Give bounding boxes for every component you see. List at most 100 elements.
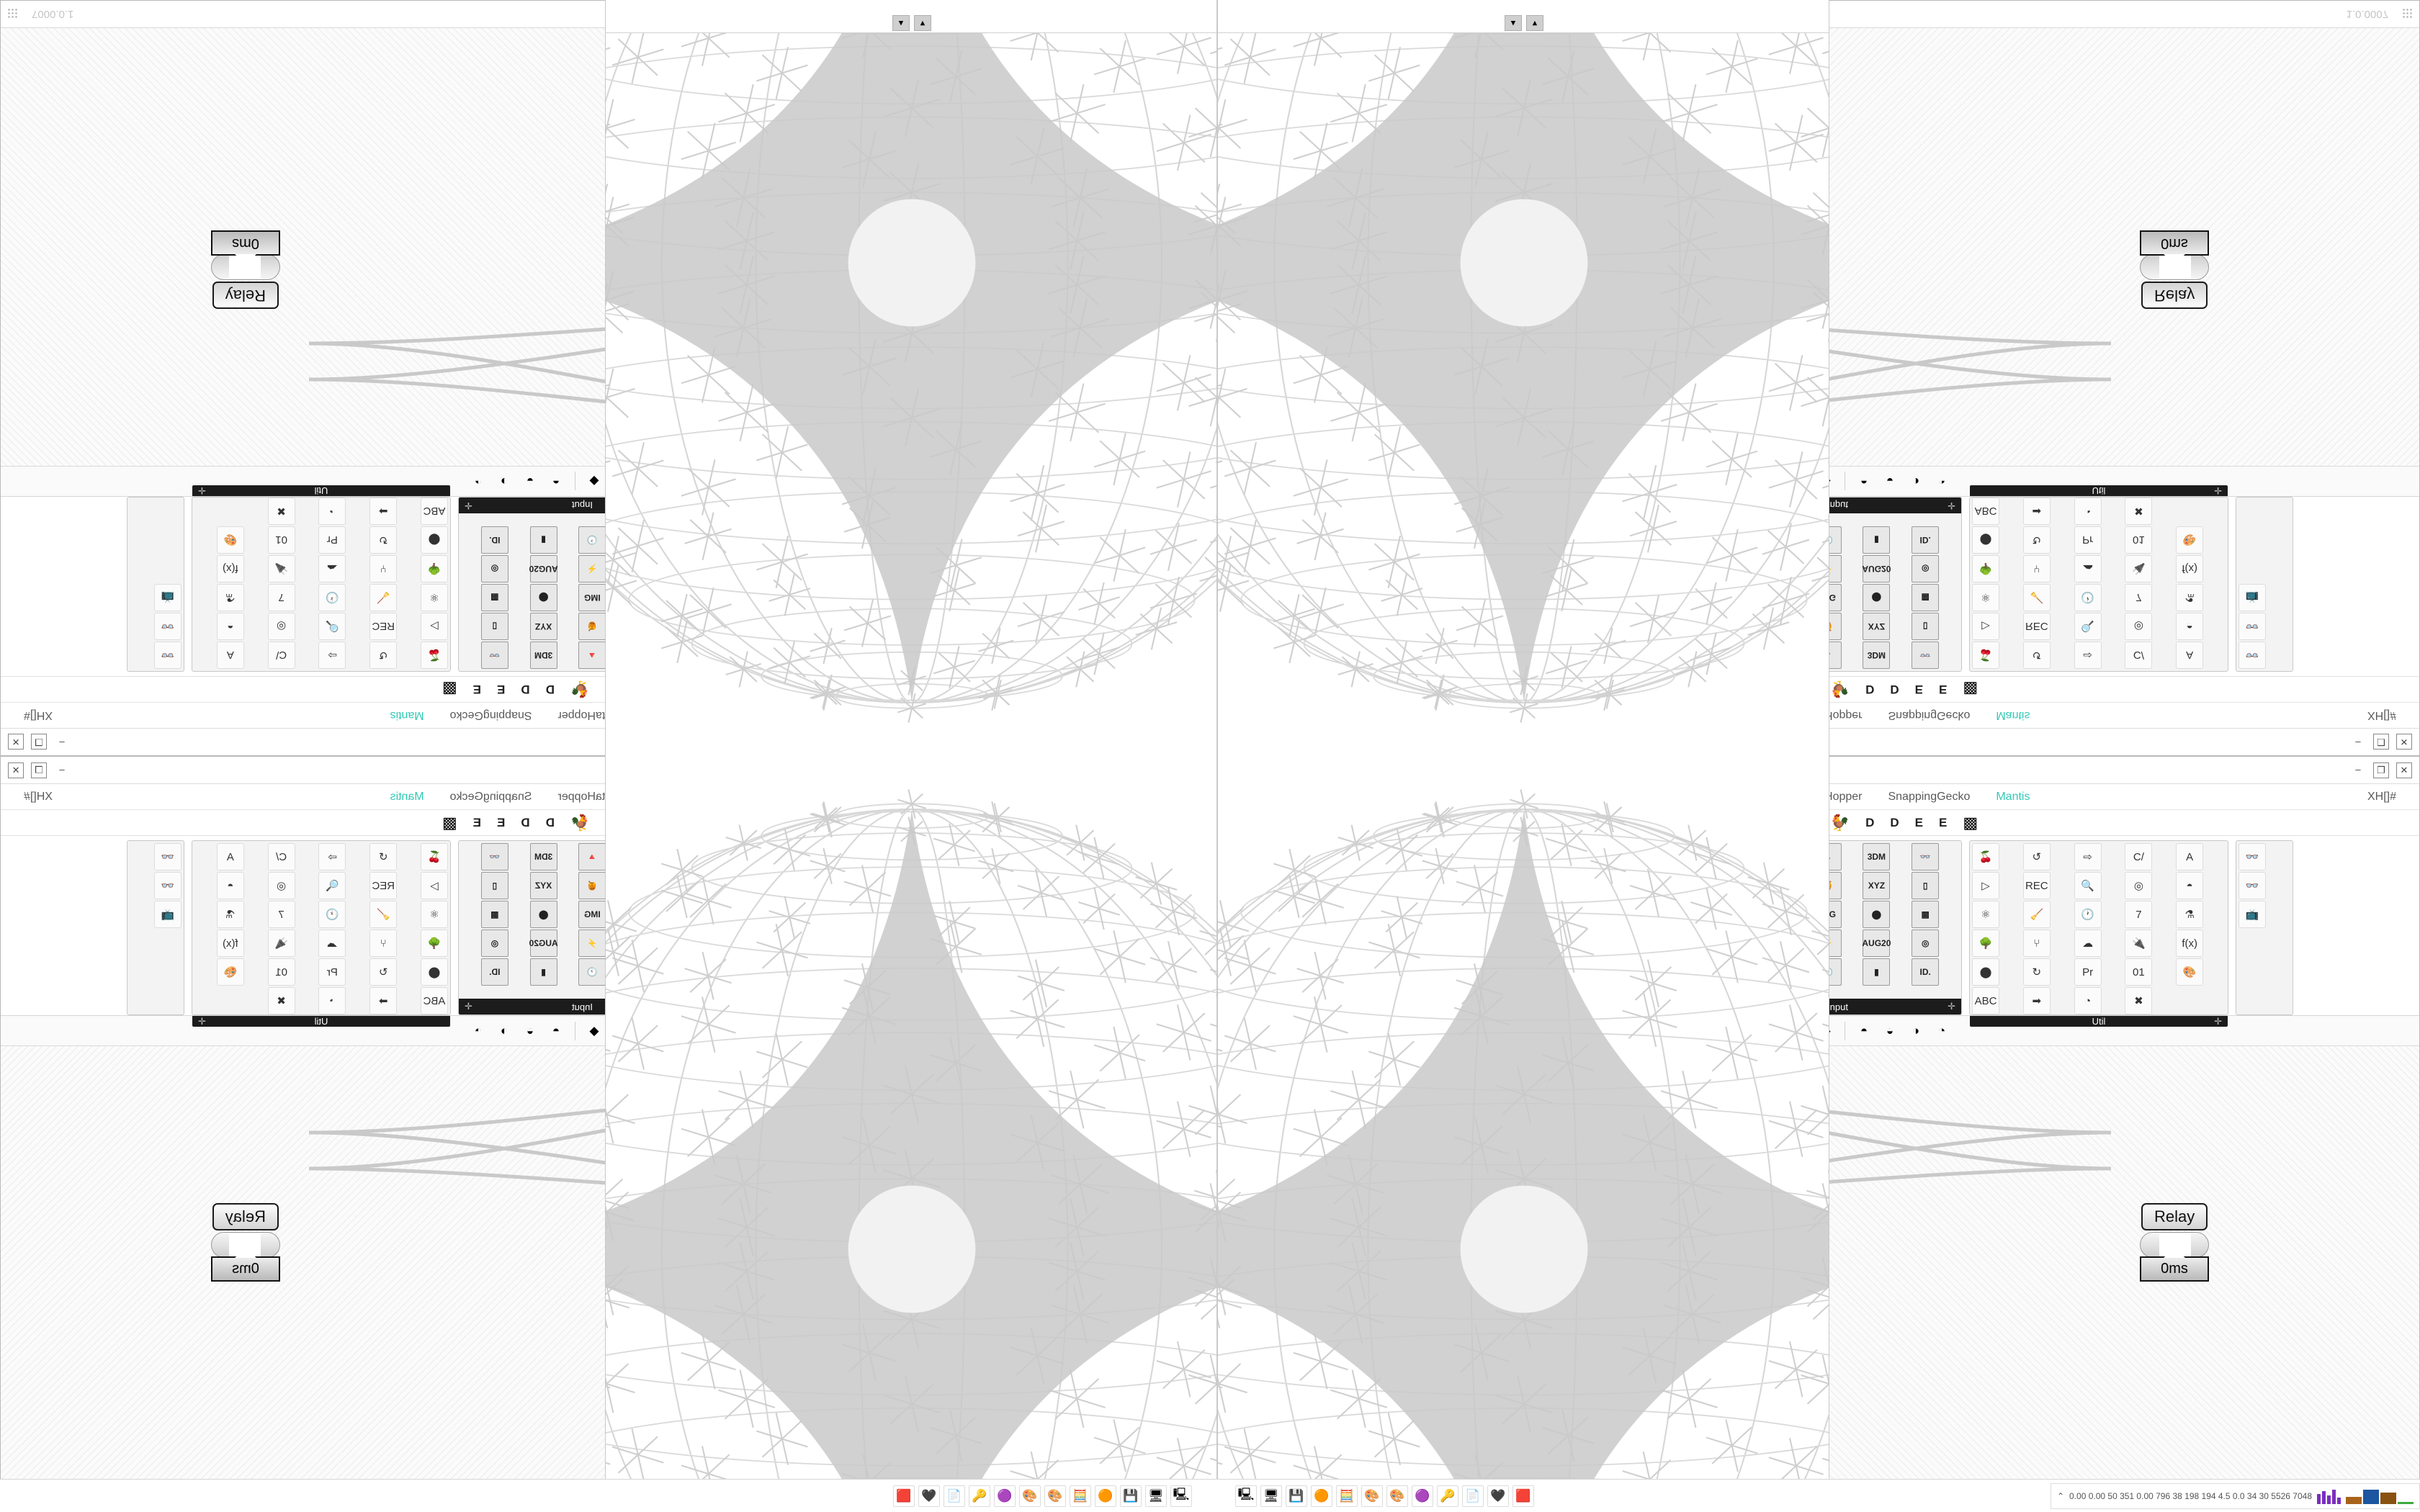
widget-teal-icon[interactable]: ◓ <box>1860 474 1868 489</box>
palette-item-util-8[interactable]: ◎ <box>267 613 295 640</box>
palette-item-util-10[interactable]: ⚛ <box>1972 584 1999 611</box>
palette-item-util-5[interactable]: ▷ <box>421 613 448 640</box>
palette-item-input-4[interactable]: 👓 <box>480 642 508 669</box>
widget-green-icon[interactable]: ◒ <box>526 1023 534 1038</box>
palette-item-input-19[interactable]: ◎ <box>1912 555 1940 582</box>
rhino-viewport-left-bottom[interactable]: Rhino Viewport ✕ ▲ ▼ <box>606 756 1216 1512</box>
palette-item-input-9[interactable]: ▯ <box>1912 613 1940 640</box>
palette-item-util-19[interactable]: f(x) <box>2176 555 2204 582</box>
palette-item-util-2[interactable]: ⇨ <box>318 642 346 669</box>
palette-item-util-15[interactable]: 🌳 <box>421 555 448 582</box>
palette-item-util-9[interactable]: ◓ <box>2176 872 2204 899</box>
palette-item-util-6[interactable]: REC <box>369 872 398 899</box>
palette-item-util-27[interactable]: ◔ <box>2074 498 2102 525</box>
palette-item-input-24[interactable]: ID. <box>480 958 508 986</box>
palette-item-util-14[interactable]: ⚗ <box>216 901 244 928</box>
widget-split-icon[interactable]: ◑ <box>500 474 508 489</box>
tray-chevron-icon-2[interactable]: ⌃ <box>2056 1490 2065 1501</box>
menu-item-mantis[interactable]: Mantis <box>390 709 424 722</box>
palette-item-input-3[interactable]: 3DM <box>529 642 557 669</box>
palette-item-input-13[interactable]: ⬤ <box>529 901 557 928</box>
palette-item-util-11[interactable]: 🧹 <box>369 901 398 928</box>
tab-e2[interactable]: E <box>473 816 481 830</box>
palette-item-util-23[interactable]: 01 <box>267 958 295 986</box>
palette-item-util-1[interactable]: ↺ <box>369 843 398 870</box>
app-calc-icon-3[interactable]: 🧮 <box>1070 1485 1091 1507</box>
palette-item-util-19[interactable]: f(x) <box>216 555 244 582</box>
preview-red-icon[interactable]: ◆ <box>589 1023 599 1038</box>
widget-blue-icon[interactable]: ◔ <box>474 1023 483 1038</box>
palette-item-util-10[interactable]: ⚛ <box>421 901 448 928</box>
gh-relay-node[interactable]: Relay 0ms <box>2140 230 2209 309</box>
palette-item-util-3[interactable]: C/ <box>267 843 295 870</box>
palette-item-input-19[interactable]: ◎ <box>480 555 508 582</box>
palette-item-util-25[interactable]: ABC <box>421 987 448 1014</box>
app-save-icon-4[interactable]: 💾 <box>1286 1485 1307 1507</box>
resize-grip-icon[interactable] <box>2402 9 2412 19</box>
palette-item-util-7[interactable]: 🔍 <box>318 872 346 899</box>
palette-item-input-9[interactable]: ▯ <box>1912 872 1940 899</box>
tab-e1[interactable]: E <box>497 816 505 830</box>
palette-item-util-12[interactable]: 🕐 <box>318 584 346 611</box>
palette-item-util-14[interactable]: ⚗ <box>2176 901 2204 928</box>
gh-relay-caption[interactable]: Relay <box>212 1203 279 1230</box>
widget-blue-icon[interactable]: ◔ <box>1937 474 1946 489</box>
app-firefox-icon-3[interactable]: 🟠 <box>1095 1485 1116 1507</box>
menu-item-mantis[interactable]: Mantis <box>390 790 424 803</box>
app-calc-icon-4[interactable]: 🧮 <box>1336 1485 1358 1507</box>
palette-item-input-23[interactable]: ▮ <box>529 526 557 554</box>
palette-item-util-3[interactable]: C/ <box>2125 642 2153 669</box>
tab-d2[interactable]: D <box>521 816 529 830</box>
palette-item-util-26[interactable]: ➡ <box>369 987 398 1014</box>
palette-item-extra-0[interactable]: 👓 <box>2238 642 2266 669</box>
palette-item-util-1[interactable]: ↺ <box>2022 642 2051 669</box>
palette-item-util-18[interactable]: 🔌 <box>2125 555 2153 582</box>
palette-item-util-7[interactable]: 🔍 <box>318 613 346 640</box>
palette-item-input-14[interactable]: ▩ <box>480 584 508 611</box>
palette-item-util-11[interactable]: 🧹 <box>2022 584 2051 611</box>
palette-item-util-26[interactable]: ➡ <box>2022 987 2051 1014</box>
palette-item-util-13[interactable]: 7 <box>267 901 295 928</box>
app-monitor-icon-4[interactable]: 🖳 <box>1235 1485 1257 1507</box>
gh-relay-node[interactable]: Relay 0ms <box>2140 1203 2209 1282</box>
palette-expand-icon-util[interactable]: ✛ <box>2214 1015 2222 1027</box>
palette-expand-icon-input[interactable]: ✛ <box>1948 1001 1955 1012</box>
app-monitor-icon-3[interactable]: 🖳 <box>1170 1485 1192 1507</box>
palette-item-input-8[interactable]: XYZ <box>1863 613 1891 640</box>
palette-item-util-28[interactable]: ✖ <box>267 987 295 1014</box>
rhino-viewport-right-top[interactable]: Rhino Viewport ✕ ▲ ▼ <box>1218 0 1829 756</box>
palette-item-util-28[interactable]: ✖ <box>2125 987 2153 1014</box>
palette-item-util-21[interactable]: ↻ <box>2022 526 2051 554</box>
palette-item-util-19[interactable]: f(x) <box>2176 930 2204 957</box>
palette-item-util-28[interactable]: ✖ <box>267 498 295 525</box>
palette-item-util-24[interactable]: 🎨 <box>216 958 244 986</box>
palette-item-extra-2[interactable]: 📺 <box>2238 901 2266 928</box>
palette-item-input-23[interactable]: ▮ <box>1863 526 1891 554</box>
palette-item-input-18[interactable]: AUG20 <box>529 555 558 582</box>
palette-expand-icon-util[interactable]: ✛ <box>198 485 206 497</box>
app-doc-icon-4[interactable]: 📄 <box>1462 1485 1484 1507</box>
palette-item-input-4[interactable]: 👓 <box>480 843 508 870</box>
palette-item-util-24[interactable]: 🎨 <box>2176 958 2204 986</box>
palette-item-input-12[interactable]: IMG <box>578 584 606 611</box>
palette-item-util-21[interactable]: ↻ <box>369 958 398 986</box>
app-bw-icon-4[interactable]: 🖤 <box>1487 1485 1509 1507</box>
tab-d2[interactable]: D <box>1890 816 1899 830</box>
palette-item-input-8[interactable]: XYZ <box>529 613 557 640</box>
palette-item-util-1[interactable]: ↺ <box>2022 843 2051 870</box>
menu-item-mantis[interactable]: Mantis <box>1996 790 2030 803</box>
palette-item-util-25[interactable]: ABC <box>1972 987 1999 1014</box>
palette-item-util-19[interactable]: f(x) <box>216 930 244 957</box>
palette-item-util-15[interactable]: 🌳 <box>421 930 448 957</box>
palette-item-util-8[interactable]: ◎ <box>2125 872 2153 899</box>
app-purple-icon-3[interactable]: 🟣 <box>994 1485 1016 1507</box>
tab-d1[interactable]: D <box>546 683 555 697</box>
taskbar-icons-bottom-left[interactable]: 🟥 🖤 📄 🔑 🟣 🎨 🎨 🧮 🟠 💾 🖥 🖳 <box>893 1485 1192 1507</box>
app-red-icon-4[interactable]: 🟥 <box>1512 1485 1534 1507</box>
palette-item-util-11[interactable]: 🧹 <box>2022 901 2051 928</box>
palette-expand-icon-input[interactable]: ✛ <box>1948 500 1955 511</box>
close-button[interactable]: ✕ <box>8 734 24 750</box>
tab-e2[interactable]: E <box>1939 683 1947 697</box>
close-button[interactable]: ✕ <box>2396 762 2412 778</box>
palette-item-util-6[interactable]: REC <box>369 613 398 640</box>
